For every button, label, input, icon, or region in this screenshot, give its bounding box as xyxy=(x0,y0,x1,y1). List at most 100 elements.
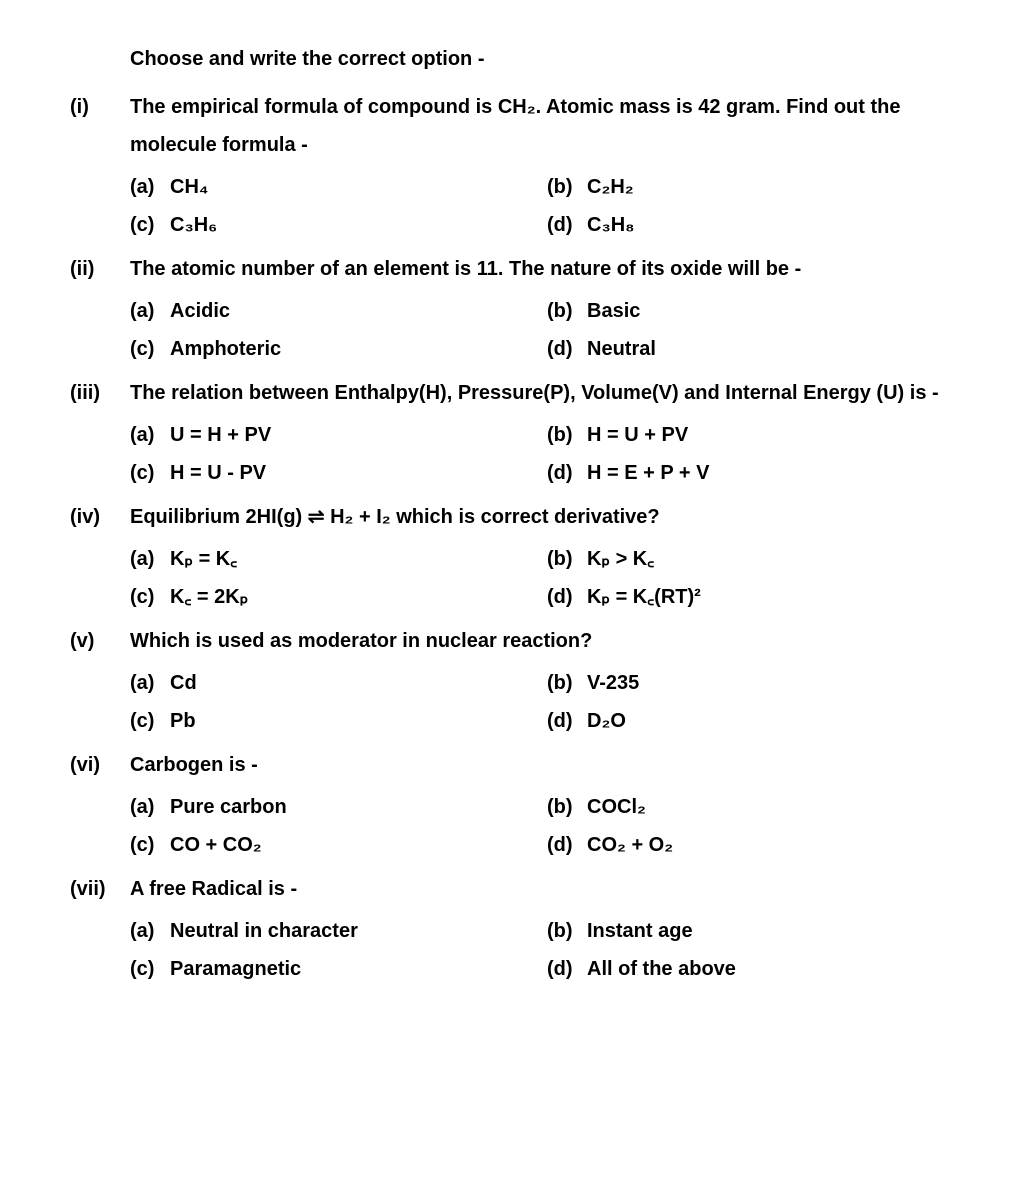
option-c: (c)Pb xyxy=(130,702,547,740)
option-b: (b)V-235 xyxy=(547,664,964,702)
option-text: Instant age xyxy=(587,912,964,950)
option-label: (a) xyxy=(130,292,170,330)
option-a: (a)CH₄ xyxy=(130,168,547,206)
question-number: (v) xyxy=(60,622,130,660)
option-a: (a)Cd xyxy=(130,664,547,702)
option-label: (d) xyxy=(547,950,587,988)
question-number: (vi) xyxy=(60,746,130,784)
option-text: Neutral in character xyxy=(170,912,547,950)
option-text: Pb xyxy=(170,702,547,740)
option-text: C₃H₆ xyxy=(170,206,547,244)
option-label: (b) xyxy=(547,168,587,206)
option-text: CO + CO₂ xyxy=(170,826,547,864)
option-text: V-235 xyxy=(587,664,964,702)
option-label: (d) xyxy=(547,826,587,864)
option-label: (b) xyxy=(547,540,587,578)
option-label: (b) xyxy=(547,912,587,950)
question-block: (iv) Equilibrium 2HI(g) ⇌ H₂ + I₂ which … xyxy=(60,498,964,536)
question-block: (vi) Carbogen is - xyxy=(60,746,964,784)
option-b: (b)Instant age xyxy=(547,912,964,950)
option-a: (a)U = H + PV xyxy=(130,416,547,454)
option-text: H = U - PV xyxy=(170,454,547,492)
question-block: (i) The empirical formula of compound is… xyxy=(60,88,964,164)
option-text: U = H + PV xyxy=(170,416,547,454)
option-c: (c)H = U - PV xyxy=(130,454,547,492)
option-d: (d)H = E + P + V xyxy=(547,454,964,492)
option-text: Amphoteric xyxy=(170,330,547,368)
option-c: (c)Paramagnetic xyxy=(130,950,547,988)
question-text: A free Radical is - xyxy=(130,870,964,908)
option-label: (b) xyxy=(547,292,587,330)
question-text: Which is used as moderator in nuclear re… xyxy=(130,622,964,660)
option-label: (c) xyxy=(130,702,170,740)
option-text: H = E + P + V xyxy=(587,454,964,492)
option-a: (a)Pure carbon xyxy=(130,788,547,826)
option-text: Basic xyxy=(587,292,964,330)
option-a: (a)Neutral in character xyxy=(130,912,547,950)
option-a: (a)Acidic xyxy=(130,292,547,330)
option-text: Neutral xyxy=(587,330,964,368)
option-label: (d) xyxy=(547,330,587,368)
option-label: (c) xyxy=(130,206,170,244)
option-c: (c)C₃H₆ xyxy=(130,206,547,244)
question-text: Equilibrium 2HI(g) ⇌ H₂ + I₂ which is co… xyxy=(130,498,964,536)
question-number: (ii) xyxy=(60,250,130,288)
instruction-heading: Choose and write the correct option - xyxy=(60,40,964,78)
question-number: (iii) xyxy=(60,374,130,412)
option-b: (b)Basic xyxy=(547,292,964,330)
options-row: (a)U = H + PV (b)H = U + PV (c)H = U - P… xyxy=(60,416,964,492)
option-label: (c) xyxy=(130,454,170,492)
option-d: (d)Neutral xyxy=(547,330,964,368)
option-text: C₃H₈ xyxy=(587,206,964,244)
option-label: (c) xyxy=(130,578,170,616)
option-b: (b)H = U + PV xyxy=(547,416,964,454)
option-label: (d) xyxy=(547,702,587,740)
option-label: (a) xyxy=(130,168,170,206)
question-number: (i) xyxy=(60,88,130,164)
option-text: Pure carbon xyxy=(170,788,547,826)
option-label: (d) xyxy=(547,578,587,616)
option-text: Kₚ = K꜀(RT)² xyxy=(587,578,964,616)
option-d: (d)C₃H₈ xyxy=(547,206,964,244)
option-label: (a) xyxy=(130,788,170,826)
option-text: All of the above xyxy=(587,950,964,988)
question-block: (v) Which is used as moderator in nuclea… xyxy=(60,622,964,660)
option-text: D₂O xyxy=(587,702,964,740)
question-block: (iii) The relation between Enthalpy(H), … xyxy=(60,374,964,412)
options-row: (a)Cd (b)V-235 (c)Pb (d)D₂O xyxy=(60,664,964,740)
option-label: (c) xyxy=(130,330,170,368)
option-label: (a) xyxy=(130,664,170,702)
option-label: (a) xyxy=(130,912,170,950)
question-text: The empirical formula of compound is CH₂… xyxy=(130,88,964,164)
option-text: Cd xyxy=(170,664,547,702)
option-text: Kₚ > K꜀ xyxy=(587,540,964,578)
option-text: CH₄ xyxy=(170,168,547,206)
option-label: (b) xyxy=(547,788,587,826)
option-text: H = U + PV xyxy=(587,416,964,454)
question-number: (vii) xyxy=(60,870,130,908)
option-text: Acidic xyxy=(170,292,547,330)
option-text: C₂H₂ xyxy=(587,168,964,206)
option-b: (b)Kₚ > K꜀ xyxy=(547,540,964,578)
option-label: (a) xyxy=(130,540,170,578)
option-label: (a) xyxy=(130,416,170,454)
option-text: Paramagnetic xyxy=(170,950,547,988)
option-d: (d)CO₂ + O₂ xyxy=(547,826,964,864)
options-row: (a)Kₚ = K꜀ (b)Kₚ > K꜀ (c)K꜀ = 2Kₚ (d)Kₚ … xyxy=(60,540,964,616)
question-text: The relation between Enthalpy(H), Pressu… xyxy=(130,374,964,412)
options-row: (a)Acidic (b)Basic (c)Amphoteric (d)Neut… xyxy=(60,292,964,368)
option-label: (c) xyxy=(130,950,170,988)
option-label: (d) xyxy=(547,206,587,244)
option-d: (d)Kₚ = K꜀(RT)² xyxy=(547,578,964,616)
question-text: The atomic number of an element is 11. T… xyxy=(130,250,964,288)
option-text: K꜀ = 2Kₚ xyxy=(170,578,547,616)
question-block: (vii) A free Radical is - xyxy=(60,870,964,908)
option-label: (b) xyxy=(547,416,587,454)
options-row: (a)Neutral in character (b)Instant age (… xyxy=(60,912,964,988)
option-c: (c)K꜀ = 2Kₚ xyxy=(130,578,547,616)
options-row: (a)Pure carbon (b)COCl₂ (c)CO + CO₂ (d)C… xyxy=(60,788,964,864)
option-label: (c) xyxy=(130,826,170,864)
option-d: (d)D₂O xyxy=(547,702,964,740)
option-a: (a)Kₚ = K꜀ xyxy=(130,540,547,578)
option-label: (b) xyxy=(547,664,587,702)
